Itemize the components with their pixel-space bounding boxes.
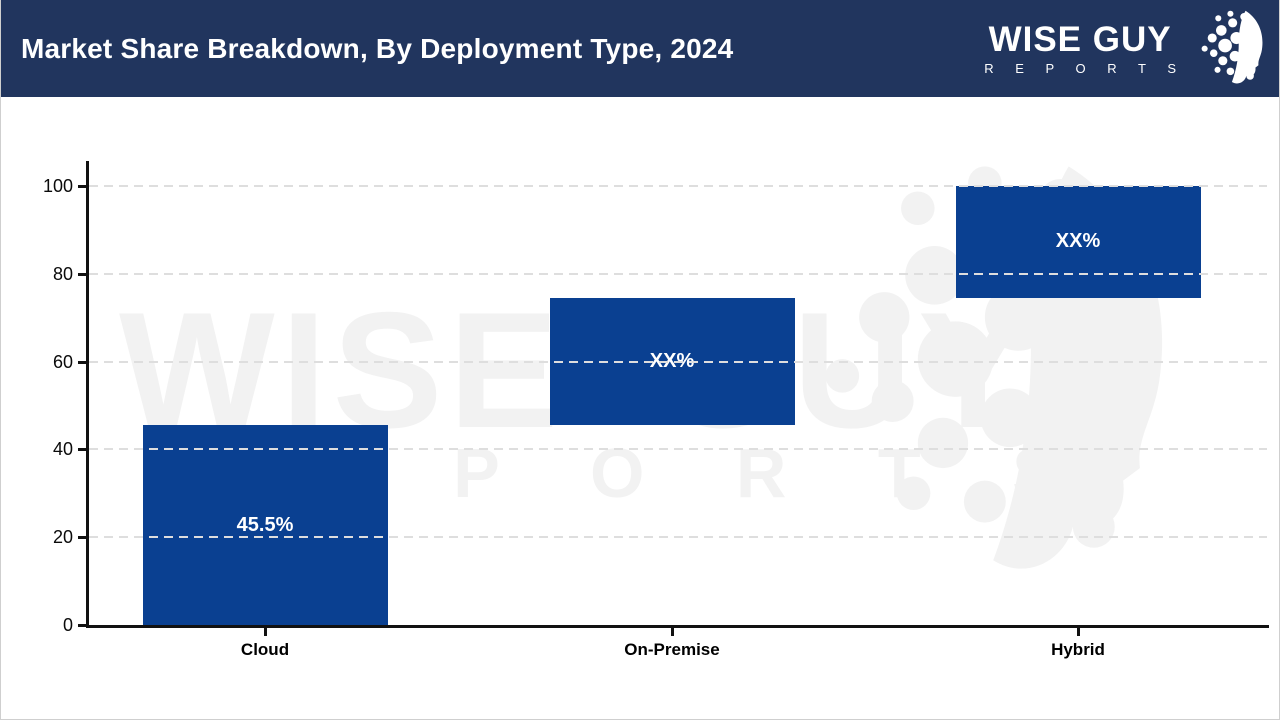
header-bar: Market Share Breakdown, By Deployment Ty…: [1, 0, 1279, 97]
bar-hybrid: XX%: [955, 186, 1201, 298]
y-tick-mark-0: [78, 624, 87, 627]
page-title: Market Share Breakdown, By Deployment Ty…: [21, 32, 734, 64]
x-axis-line: [86, 625, 1269, 628]
dotted-head-profile-icon: [1201, 10, 1263, 83]
x-tick-mark-hybrid: [1077, 628, 1080, 636]
x-tick-mark-cloud: [264, 628, 267, 636]
bar-cloud: 45.5%: [142, 425, 388, 625]
y-tick-label-40: 40: [52, 439, 73, 460]
x-tick-mark-on-premise: [671, 628, 674, 636]
y-tick-label-20: 20: [52, 527, 73, 548]
gridline-60: [89, 360, 1267, 363]
bar-value-label-cloud: 45.5%: [236, 513, 294, 536]
x-category-label-on-premise: On-Premise: [624, 640, 720, 659]
x-category-label-hybrid: Hybrid: [1051, 640, 1105, 659]
y-tick-mark-40: [78, 448, 87, 452]
gridline-40: [89, 448, 1267, 451]
x-category-label-cloud: Cloud: [240, 640, 290, 659]
y-tick-mark-80: [78, 272, 87, 276]
bar-value-label-hybrid: XX%: [1055, 230, 1101, 253]
gridline-100: [89, 185, 1267, 187]
brand-subtitle: R E P O R T S: [984, 61, 1185, 76]
y-tick-label-60: 60: [52, 351, 73, 372]
y-axis-line: [86, 161, 89, 628]
brand-logo-text: WISE GUY R E P O R T S: [975, 22, 1185, 75]
gridline-80: [89, 272, 1267, 275]
y-tick-label-100: 100: [42, 176, 73, 196]
y-tick-label-80: 80: [52, 263, 73, 284]
brand-name: WISE GUY: [988, 20, 1172, 59]
y-tick-mark-20: [78, 536, 87, 540]
gridline-20: [89, 536, 1267, 539]
y-tick-label-0: 0: [62, 615, 73, 635]
y-tick-mark-100: [78, 185, 87, 188]
brand-logo: WISE GUY R E P O R T S: [975, 8, 1279, 90]
y-tick-mark-60: [78, 360, 87, 364]
